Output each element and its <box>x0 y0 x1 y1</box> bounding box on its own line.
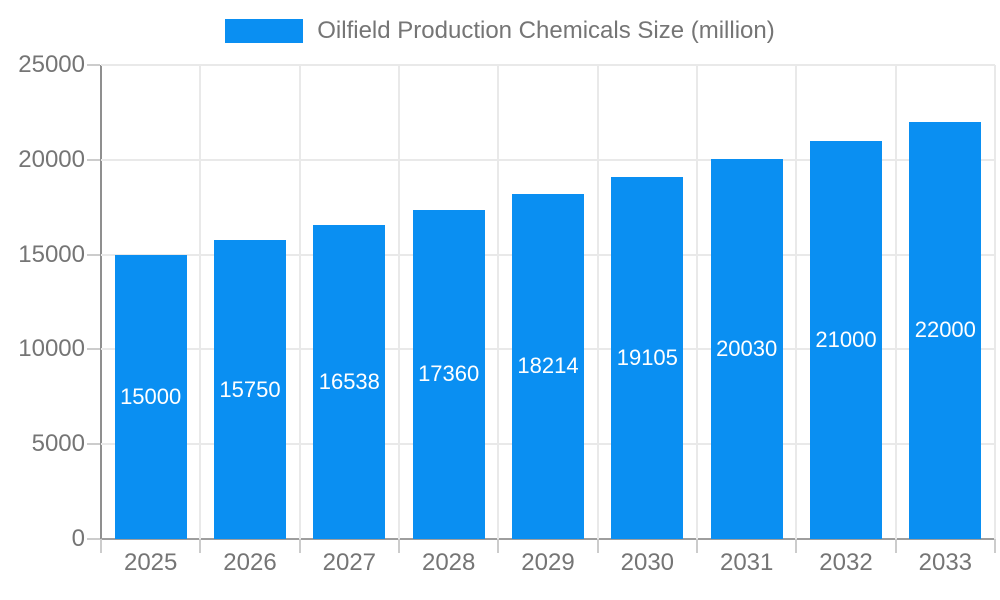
x-axis-tick <box>398 539 400 553</box>
bar-value-label: 20030 <box>716 336 778 362</box>
legend-swatch <box>225 19 304 43</box>
x-axis-tick <box>596 539 599 553</box>
gridline-vertical <box>398 65 400 539</box>
plot-area: 0 5000 10000 15000 20000 25000 15000 2025 15750 2… <box>18 52 996 576</box>
x-axis-tick <box>795 539 798 553</box>
gridline-vertical <box>795 65 798 539</box>
y-axis-tick <box>87 253 100 256</box>
x-axis-line <box>101 538 995 540</box>
bar-value-label: 18214 <box>517 353 579 379</box>
bar-value-label: 15000 <box>120 383 182 409</box>
y-axis-label: 15000 <box>18 240 85 268</box>
bar[interactable] <box>214 240 286 539</box>
y-axis-tick <box>87 348 100 351</box>
y-axis-label: 20000 <box>18 145 85 173</box>
x-axis-label: 2025 <box>123 549 178 576</box>
gridline-vertical <box>298 65 301 539</box>
x-axis-label: 2027 <box>322 549 377 576</box>
bar[interactable] <box>313 225 386 539</box>
y-axis-label: 0 <box>71 525 85 552</box>
bar[interactable] <box>114 254 187 539</box>
y-axis-label: 25000 <box>18 51 85 78</box>
bar[interactable] <box>710 159 783 539</box>
x-axis-tick <box>696 539 698 553</box>
x-axis-tick <box>894 539 897 553</box>
gridline-vertical <box>596 65 599 539</box>
x-axis-tick <box>100 539 102 553</box>
y-axis-tick <box>87 538 100 540</box>
x-axis-label: 2028 <box>421 549 476 576</box>
y-axis-line <box>100 65 102 539</box>
bar[interactable] <box>412 209 485 539</box>
x-axis-tick <box>497 539 500 553</box>
x-axis-tick <box>994 539 996 553</box>
y-axis-label: 10000 <box>18 335 85 363</box>
bar[interactable] <box>909 121 982 539</box>
bar-value-label: 15750 <box>219 376 281 402</box>
x-axis-label: 2032 <box>819 549 873 576</box>
x-axis-label: 2029 <box>521 549 575 576</box>
bar[interactable] <box>611 176 684 539</box>
gridline-vertical <box>994 65 996 539</box>
gridline-horizontal <box>101 158 995 161</box>
legend[interactable]: Oilfield Production Chemicals Size (mill… <box>0 16 1000 46</box>
bar-value-label: 17360 <box>418 361 480 387</box>
bar-value-label: 19105 <box>616 344 678 370</box>
bar-value-label: 21000 <box>815 326 877 352</box>
bar[interactable] <box>512 193 584 539</box>
gridline-horizontal <box>101 64 995 66</box>
bar[interactable] <box>810 140 882 539</box>
x-axis-label: 2030 <box>620 549 675 576</box>
x-axis-label: 2033 <box>918 549 973 576</box>
x-axis-label: 2031 <box>719 549 774 576</box>
y-axis-tick <box>87 64 100 66</box>
x-axis-tick <box>199 539 202 553</box>
gridline-vertical <box>894 65 897 539</box>
y-axis-tick <box>87 158 100 161</box>
bar-value-label: 16538 <box>318 369 380 395</box>
bar-value-label: 22000 <box>914 317 976 343</box>
gridline-vertical <box>696 65 698 539</box>
y-axis-tick <box>87 443 100 446</box>
x-axis-tick <box>298 539 301 553</box>
x-axis-label: 2026 <box>223 549 277 576</box>
legend-label: Oilfield Production Chemicals Size (mill… <box>317 17 775 44</box>
gridline-vertical <box>497 65 500 539</box>
gridline-vertical <box>199 65 202 539</box>
y-axis-label: 5000 <box>31 430 85 458</box>
